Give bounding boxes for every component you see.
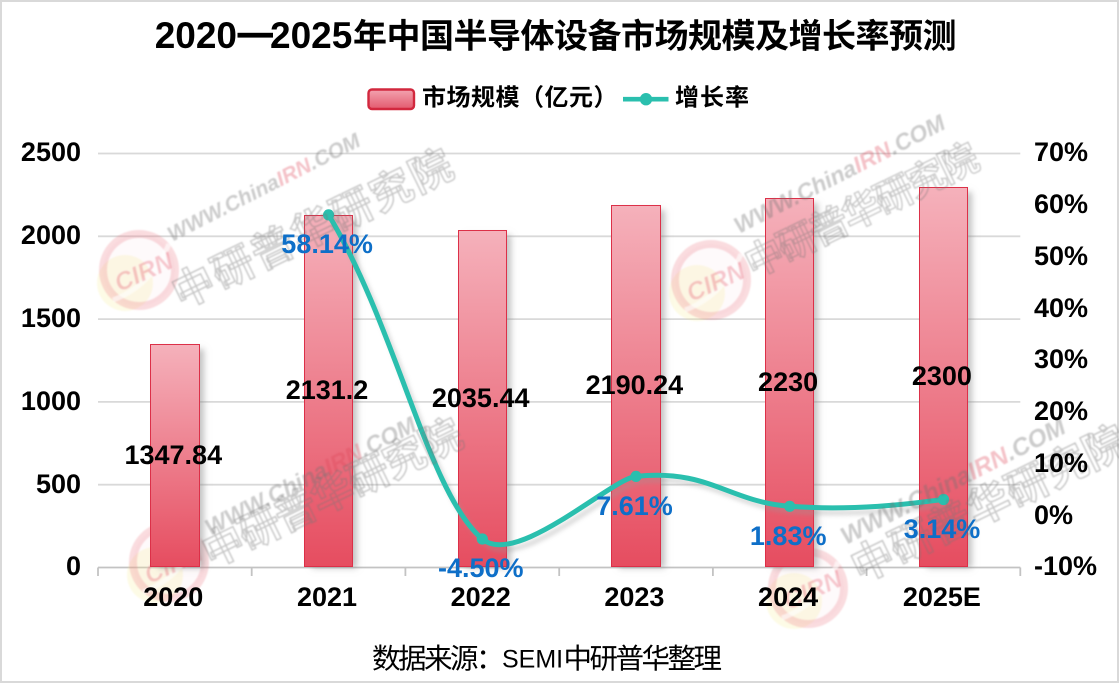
svg-text:2020: 2020 — [155, 15, 237, 56]
svg-text:SEMI: SEMI — [502, 646, 563, 674]
svg-text:2025: 2025 — [270, 15, 352, 56]
